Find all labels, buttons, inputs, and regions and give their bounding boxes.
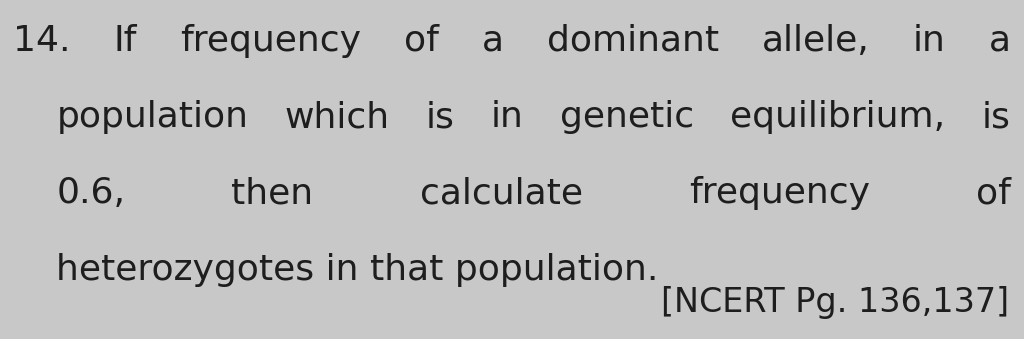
Text: 0.6,: 0.6,	[56, 176, 125, 210]
Text: of: of	[404, 24, 439, 58]
Text: heterozygotes in that population.: heterozygotes in that population.	[56, 253, 658, 286]
Text: frequency: frequency	[180, 24, 361, 58]
Text: equilibrium,: equilibrium,	[730, 100, 945, 134]
Text: frequency: frequency	[689, 176, 869, 210]
Text: [NCERT Pg. 136,137]: [NCERT Pg. 136,137]	[660, 286, 1009, 319]
Text: of: of	[976, 176, 1011, 210]
Text: then: then	[231, 176, 313, 210]
Text: genetic: genetic	[560, 100, 694, 134]
Text: in: in	[490, 100, 524, 134]
Text: If: If	[114, 24, 137, 58]
Text: is: is	[426, 100, 455, 134]
Text: 14.: 14.	[13, 24, 71, 58]
Text: which: which	[285, 100, 390, 134]
Text: is: is	[982, 100, 1011, 134]
Text: calculate: calculate	[420, 176, 583, 210]
Text: a: a	[989, 24, 1011, 58]
Text: population: population	[56, 100, 248, 134]
Text: dominant: dominant	[547, 24, 719, 58]
Text: a: a	[482, 24, 504, 58]
Text: allele,: allele,	[762, 24, 869, 58]
Text: in: in	[912, 24, 946, 58]
